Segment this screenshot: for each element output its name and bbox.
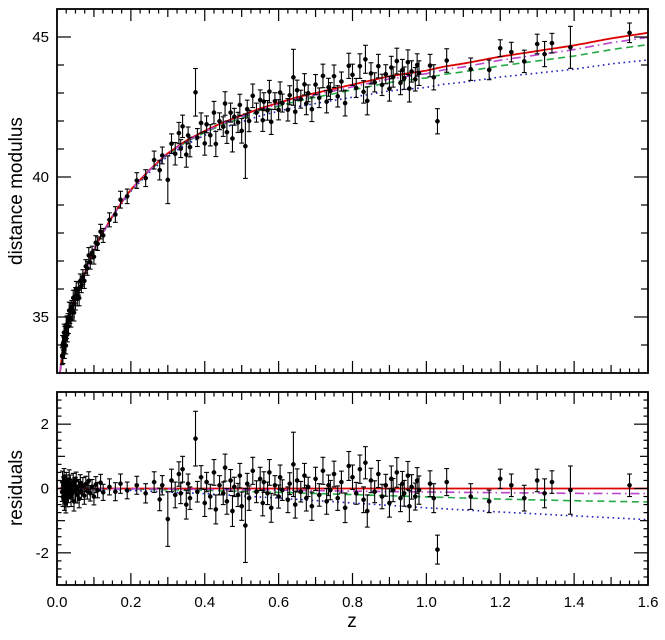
y-tick-label: 2 xyxy=(41,416,49,433)
x-tick-label: 0.8 xyxy=(342,594,363,611)
panel-frame xyxy=(56,391,649,586)
y-tick-label: -2 xyxy=(36,545,49,562)
dash-dot-model-curve xyxy=(57,487,648,495)
residuals-panel: -2 0 2 xyxy=(36,391,649,586)
axis-ticks xyxy=(56,9,649,373)
x-tick-label: 1.2 xyxy=(490,594,511,611)
distance-modulus-panel: 35 40 45 xyxy=(32,8,649,374)
y-axis-label-residuals: residuals xyxy=(6,449,27,527)
y-tick-label: 0 xyxy=(41,481,49,498)
best-fit-model-curve xyxy=(59,31,648,373)
y-tick-label: 40 xyxy=(32,169,49,186)
supernova-points xyxy=(59,22,632,366)
y-tick-label: 35 xyxy=(32,309,49,326)
supernova-points xyxy=(59,410,632,565)
y-axis-label-distance-modulus: distance modulus xyxy=(6,117,27,265)
x-tick-label: 0.6 xyxy=(268,594,289,611)
panel-frame xyxy=(56,8,649,374)
model-curves xyxy=(59,31,648,373)
x-tick-label: 1.6 xyxy=(638,594,659,611)
x-tick-label: 1.0 xyxy=(416,594,437,611)
x-tick-label: 1.4 xyxy=(564,594,585,611)
x-tick-label: 0.0 xyxy=(47,594,68,611)
dashed-model-curve xyxy=(59,43,648,373)
x-tick-label: 0.2 xyxy=(120,594,141,611)
x-tick-label: 0.4 xyxy=(194,594,215,611)
x-tick-labels: 0.0 0.2 0.4 0.6 0.8 1.0 1.2 1.4 1.6 xyxy=(47,594,659,611)
y-tick-label: 45 xyxy=(32,29,49,46)
x-axis-label-z: z xyxy=(347,611,357,632)
dotted-model-curve xyxy=(59,59,648,373)
